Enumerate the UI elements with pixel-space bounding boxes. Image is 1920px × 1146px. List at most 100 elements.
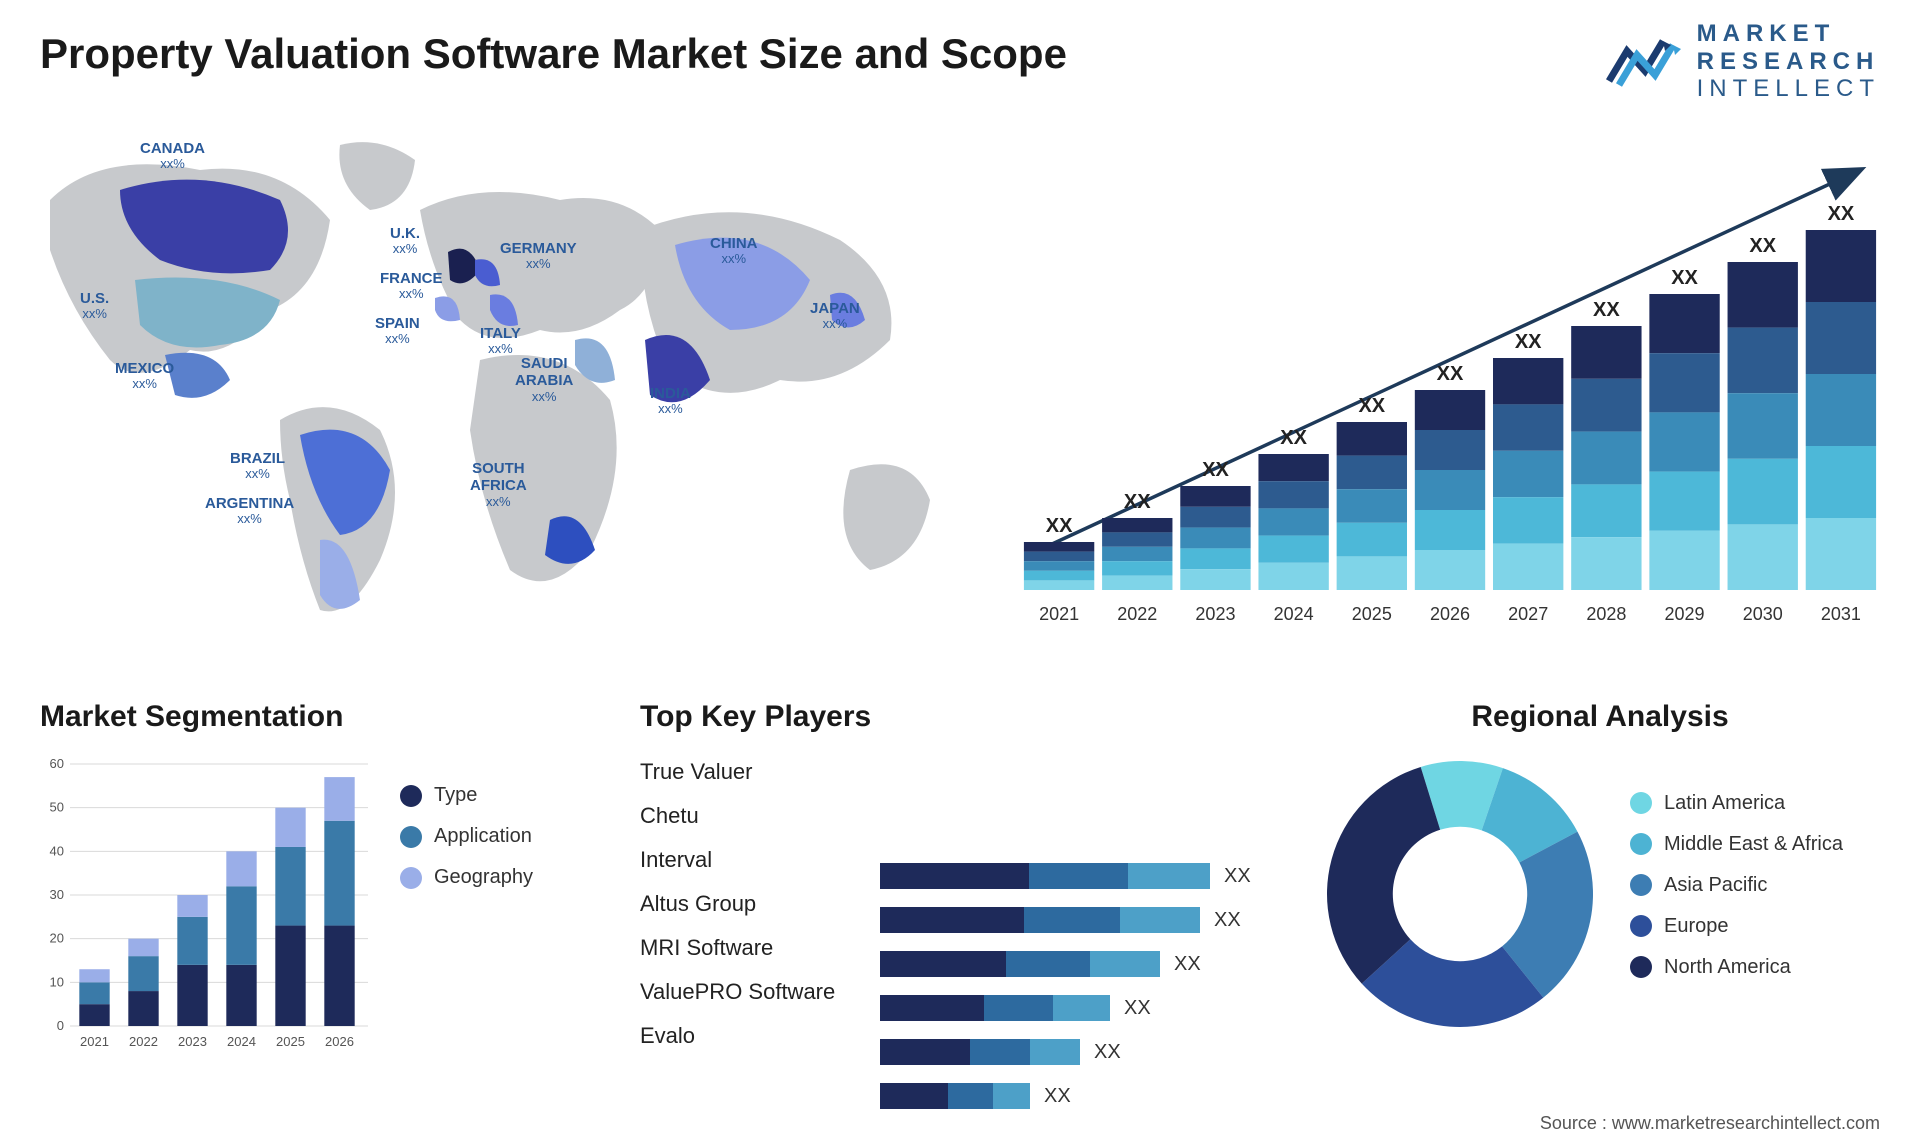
player-value-label: XX [1044,1085,1071,1108]
map-label-south-africa: SOUTHAFRICAxx% [470,460,527,509]
regional-donut-svg [1320,754,1600,1034]
svg-text:XX: XX [1437,363,1464,385]
segmentation-legend-geography: Geography [400,866,533,889]
segmentation-legend-type: Type [400,784,533,807]
logo-mark-icon [1605,31,1685,91]
svg-text:2026: 2026 [1430,604,1470,624]
legend-dot-icon [400,826,422,848]
svg-text:XX: XX [1749,235,1776,257]
brand-logo: MARKET RESEARCH INTELLECT [1605,20,1880,103]
svg-text:2024: 2024 [227,1034,256,1049]
svg-text:2022: 2022 [1117,604,1157,624]
svg-text:2025: 2025 [276,1034,305,1049]
map-label-japan: JAPANxx% [810,300,860,332]
map-label-canada: CANADAxx% [140,140,205,172]
player-bar [880,1039,1080,1065]
region-legend-middle-east-africa: Middle East & Africa [1630,833,1843,856]
svg-text:XX: XX [1124,491,1151,513]
svg-text:2028: 2028 [1586,604,1626,624]
svg-text:XX: XX [1358,395,1385,417]
players-title: Top Key Players [640,700,1280,734]
svg-text:2029: 2029 [1665,604,1705,624]
legend-dot-icon [400,867,422,889]
map-label-france: FRANCExx% [380,270,443,302]
svg-text:XX: XX [1202,459,1229,481]
growth-chart: XX 2021 XX 2022 XX 2023 XX 2024 XX 2025 XX 2026 XX 20… [1020,150,1880,630]
world-map: CANADAxx% U.S.xx% MEXICOxx% BRAZILxx% ARGENT… [20,130,960,660]
map-label-germany: GERMANYxx% [500,240,577,272]
region-legend-north-america: North America [1630,956,1843,979]
player-bars: XXXXXXXXXXXX [880,810,1280,1118]
svg-text:2024: 2024 [1274,604,1314,624]
page-title: Property Valuation Software Market Size … [40,30,1067,78]
svg-text:2030: 2030 [1743,604,1783,624]
legend-dot-icon [1630,833,1652,855]
map-label-italy: ITALYxx% [480,325,521,357]
svg-text:XX: XX [1593,299,1620,321]
map-label-argentina: ARGENTINAxx% [205,495,294,527]
region-legend-europe: Europe [1630,915,1843,938]
map-label-spain: SPAINxx% [375,315,420,347]
map-label-india: INDIAxx% [650,385,691,417]
svg-text:2031: 2031 [1821,604,1861,624]
world-map-svg [20,130,960,660]
svg-text:60: 60 [50,756,64,771]
map-label-u-k-: U.K.xx% [390,225,420,257]
player-bar [880,863,1210,889]
segmentation-legend-application: Application [400,825,533,848]
regional-section: Regional Analysis Latin America Middle Ea… [1320,700,1880,1034]
source-note: Source : www.marketresearchintellect.com [1540,1113,1880,1134]
player-bar-row [880,810,1280,854]
map-label-mexico: MEXICOxx% [115,360,174,392]
player-bar [880,1083,1030,1109]
player-bar [880,907,1200,933]
map-label-brazil: BRAZILxx% [230,450,285,482]
segmentation-legend: Type Application Geography [400,754,533,1054]
svg-text:2021: 2021 [1039,604,1079,624]
map-label-saudi-arabia: SAUDIARABIAxx% [515,355,573,404]
svg-text:XX: XX [1671,267,1698,289]
svg-text:2027: 2027 [1508,604,1548,624]
player-bar-row: XX [880,1074,1280,1118]
svg-text:0: 0 [57,1018,64,1033]
svg-text:XX: XX [1046,515,1073,537]
svg-text:2026: 2026 [325,1034,354,1049]
legend-dot-icon [1630,792,1652,814]
svg-text:30: 30 [50,887,64,902]
region-legend-latin-america: Latin America [1630,792,1843,815]
players-section: Top Key Players True ValuerChetuInterval… [640,700,1280,1058]
player-value-label: XX [1174,953,1201,976]
svg-text:10: 10 [50,974,64,989]
map-label-u-s-: U.S.xx% [80,290,109,322]
player-bar-row: XX [880,942,1280,986]
player-value-label: XX [1094,1041,1121,1064]
svg-text:2022: 2022 [129,1034,158,1049]
player-value-label: XX [1214,909,1241,932]
growth-chart-svg: XX 2021 XX 2022 XX 2023 XX 2024 XX 2025 XX 2026 XX 20… [1020,150,1880,630]
legend-dot-icon [400,785,422,807]
player-bar-row: XX [880,854,1280,898]
player-name-true-valuer: True Valuer [640,750,1280,794]
player-value-label: XX [1124,997,1151,1020]
segmentation-title: Market Segmentation [40,700,600,734]
svg-text:2025: 2025 [1352,604,1392,624]
svg-text:2023: 2023 [1195,604,1235,624]
regional-legend: Latin America Middle East & Africa Asia Pa… [1630,792,1843,997]
svg-text:XX: XX [1828,203,1855,225]
player-bar [880,995,1110,1021]
player-value-label: XX [1224,865,1251,888]
legend-dot-icon [1630,915,1652,937]
player-bar-row: XX [880,1030,1280,1074]
svg-text:20: 20 [50,931,64,946]
player-bar [880,951,1160,977]
legend-dot-icon [1630,874,1652,896]
segmentation-section: Market Segmentation 01020304050602021202… [40,700,600,1054]
svg-text:2021: 2021 [80,1034,109,1049]
svg-text:XX: XX [1515,331,1542,353]
svg-text:50: 50 [50,800,64,815]
legend-dot-icon [1630,956,1652,978]
svg-text:XX: XX [1280,427,1307,449]
regional-title: Regional Analysis [1320,700,1880,734]
svg-text:2023: 2023 [178,1034,207,1049]
region-legend-asia-pacific: Asia Pacific [1630,874,1843,897]
